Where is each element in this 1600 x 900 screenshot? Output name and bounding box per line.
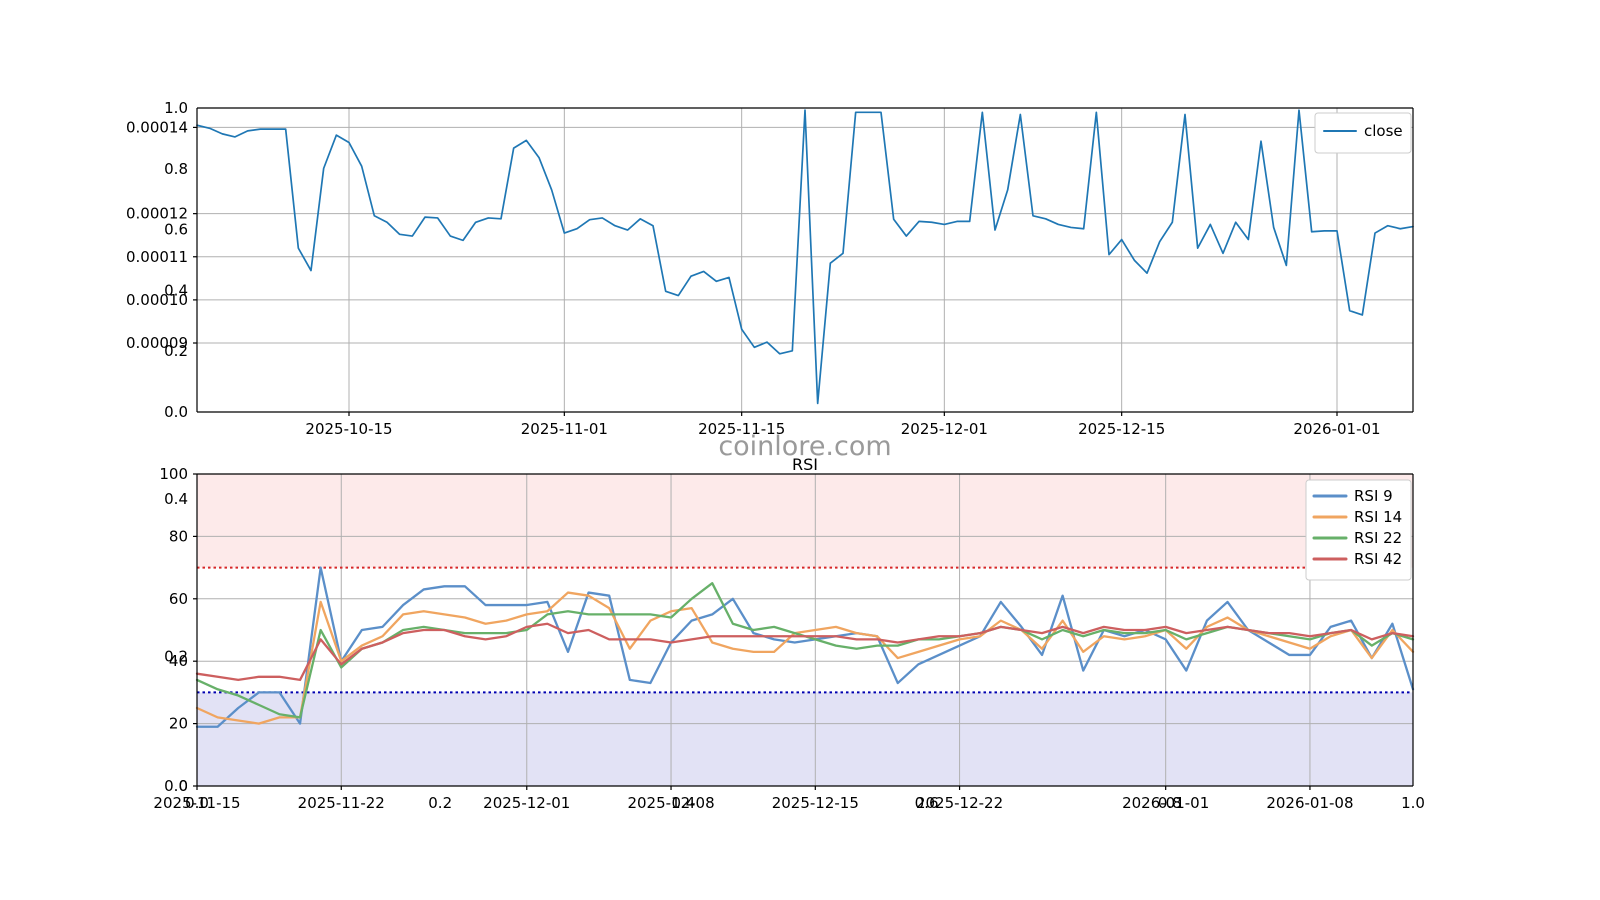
x-tick-label: 2025-11-15	[153, 794, 240, 812]
y-tick-label-secondary: 1.0	[164, 99, 188, 117]
rsi-x-axis-labels: 2025-11-15 2025-11-22 2025-12-01 2025-12-08…	[153, 794, 1353, 812]
x-tick-label: 2025-12-22	[916, 794, 1003, 812]
y-tick-label: 0.00011	[126, 248, 188, 266]
x-tick-label-secondary: 0.4	[671, 794, 695, 812]
y-tick-label: 80	[169, 527, 188, 545]
rsi-axis-frame	[196, 473, 1414, 787]
y-tick-label-secondary: 0.2	[164, 648, 188, 666]
y-tick-label: 40	[169, 652, 188, 670]
rsi-threshold-bands	[197, 474, 1413, 786]
series-line-close	[196, 109, 1414, 405]
x-tick-label: 2025-10-15	[305, 420, 392, 438]
x-tick-label: 2026-01-08	[1266, 794, 1353, 812]
y-tick-label-secondary: 0.6	[164, 221, 188, 239]
x-tick-label: 2025-11-22	[298, 794, 385, 812]
watermark-text: coinlore.com	[718, 431, 891, 462]
y-tick-label: 0.00014	[126, 118, 188, 136]
x-tick-label: 2025-11-15	[698, 420, 785, 438]
y-tick-label: 0.00010	[126, 291, 188, 309]
legend-label-3: RSI 42	[1354, 550, 1402, 568]
y-tick-label: 60	[169, 590, 188, 608]
price-y-axis-secondary-labels: 1.0 0.8 0.6 0.4 0.2 0.0	[164, 99, 188, 421]
x-tick-label: 2025-12-01	[901, 420, 988, 438]
rsi-y-axis-labels: 0 20 40 60 80 100	[159, 465, 188, 795]
legend-label-1: RSI 14	[1354, 508, 1402, 526]
x-tick-label-secondary: 0.2	[428, 794, 452, 812]
x-tick-label-secondary: 1.0	[1401, 794, 1425, 812]
price-axis-frame	[196, 107, 1414, 413]
x-tick-label: 2025-12-15	[1078, 420, 1165, 438]
series-line-rsi-9	[195, 566, 1415, 728]
y-tick-label: 0	[178, 777, 188, 795]
rsi-threshold-lines	[197, 566, 1413, 694]
x-tick-label-secondary: 0.6	[915, 794, 939, 812]
rsi-tickmarks	[193, 473, 1311, 790]
y-tick-label-secondary: 0.4	[164, 281, 188, 299]
x-tick-label: 2026-01-01	[1122, 794, 1209, 812]
price-y-axis-labels: 0.00014 0.00012 0.00011 0.00010 0.00009	[126, 118, 188, 352]
series-line-rsi-42	[195, 622, 1415, 682]
rsi-x-axis-secondary-labels: 0.0 0.2 0.4 0.6 0.8 1.0	[185, 794, 1425, 812]
rsi-y-axis-secondary-labels: 0.4 0.2 0.0	[164, 490, 188, 795]
threshold-band-1	[197, 692, 1413, 786]
y-tick-label-secondary: 0.0	[164, 777, 188, 795]
legend-label-0: RSI 9	[1354, 487, 1393, 505]
rsi-panel-title: RSI	[792, 455, 818, 474]
y-tick-label: 0.00009	[126, 334, 188, 352]
x-tick-label: 2026-01-01	[1293, 420, 1380, 438]
series-line-rsi-14	[195, 591, 1415, 725]
x-tick-label: 2025-12-15	[772, 794, 859, 812]
y-tick-label-secondary: 0.4	[164, 490, 188, 508]
price-tickmarks	[193, 126, 1338, 416]
y-tick-label: 20	[169, 715, 188, 733]
price-gridlines	[197, 108, 1413, 412]
legend-background	[1305, 479, 1412, 581]
y-tick-label: 0.00012	[126, 205, 188, 223]
x-tick-label-secondary: 0.8	[1158, 794, 1182, 812]
y-tick-label: 100	[159, 465, 188, 483]
threshold-band-0	[197, 474, 1413, 568]
y-tick-label-secondary: 0.0	[164, 403, 188, 421]
price-x-axis-labels: 2025-10-15 2025-11-01 2025-11-15 2025-12-01…	[305, 420, 1380, 438]
x-tick-label: 2025-11-01	[521, 420, 608, 438]
x-tick-label-secondary: 0.0	[185, 794, 209, 812]
x-tick-label: 2025-12-08	[627, 794, 714, 812]
y-tick-label-secondary: 0.8	[164, 160, 188, 178]
legend-label-0: close	[1364, 122, 1403, 140]
price-series-lines	[196, 109, 1414, 405]
legend-label-2: RSI 22	[1354, 529, 1402, 547]
rsi-legend[interactable]: RSI 9 RSI 14 RSI 22 RSI 42	[1305, 479, 1412, 581]
legend-background	[1314, 112, 1412, 154]
price-legend[interactable]: close	[1314, 112, 1412, 154]
rsi-series-lines	[195, 566, 1415, 728]
y-tick-label-secondary: 0.2	[164, 342, 188, 360]
x-tick-label: 2025-12-01	[483, 794, 570, 812]
